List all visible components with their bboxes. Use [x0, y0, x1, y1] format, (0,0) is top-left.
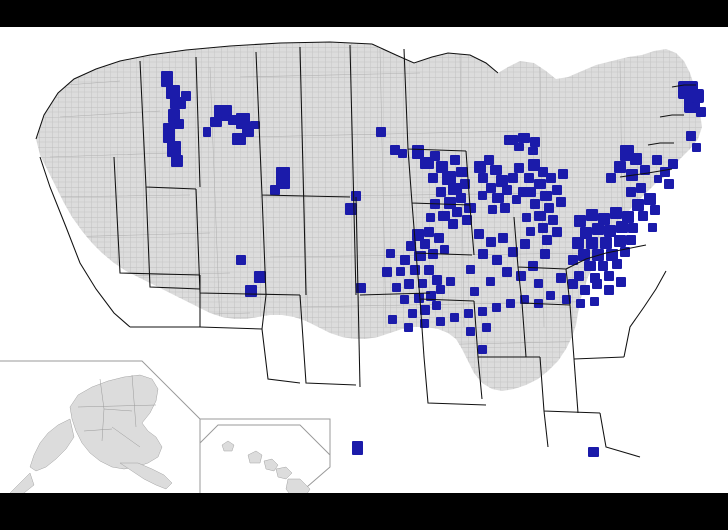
letterbox-bar-top	[0, 0, 728, 27]
alaska-inset	[0, 360, 201, 493]
alaska-geography	[9, 374, 173, 493]
state-boundaries	[35, 41, 696, 458]
hawaii-geography	[221, 440, 311, 493]
map-canvas	[0, 27, 728, 493]
letterbox-bar-bottom	[0, 493, 728, 530]
highlighted-counties	[161, 71, 706, 457]
us-county-choropleth	[0, 41, 706, 493]
hawaii-inset	[199, 418, 331, 493]
